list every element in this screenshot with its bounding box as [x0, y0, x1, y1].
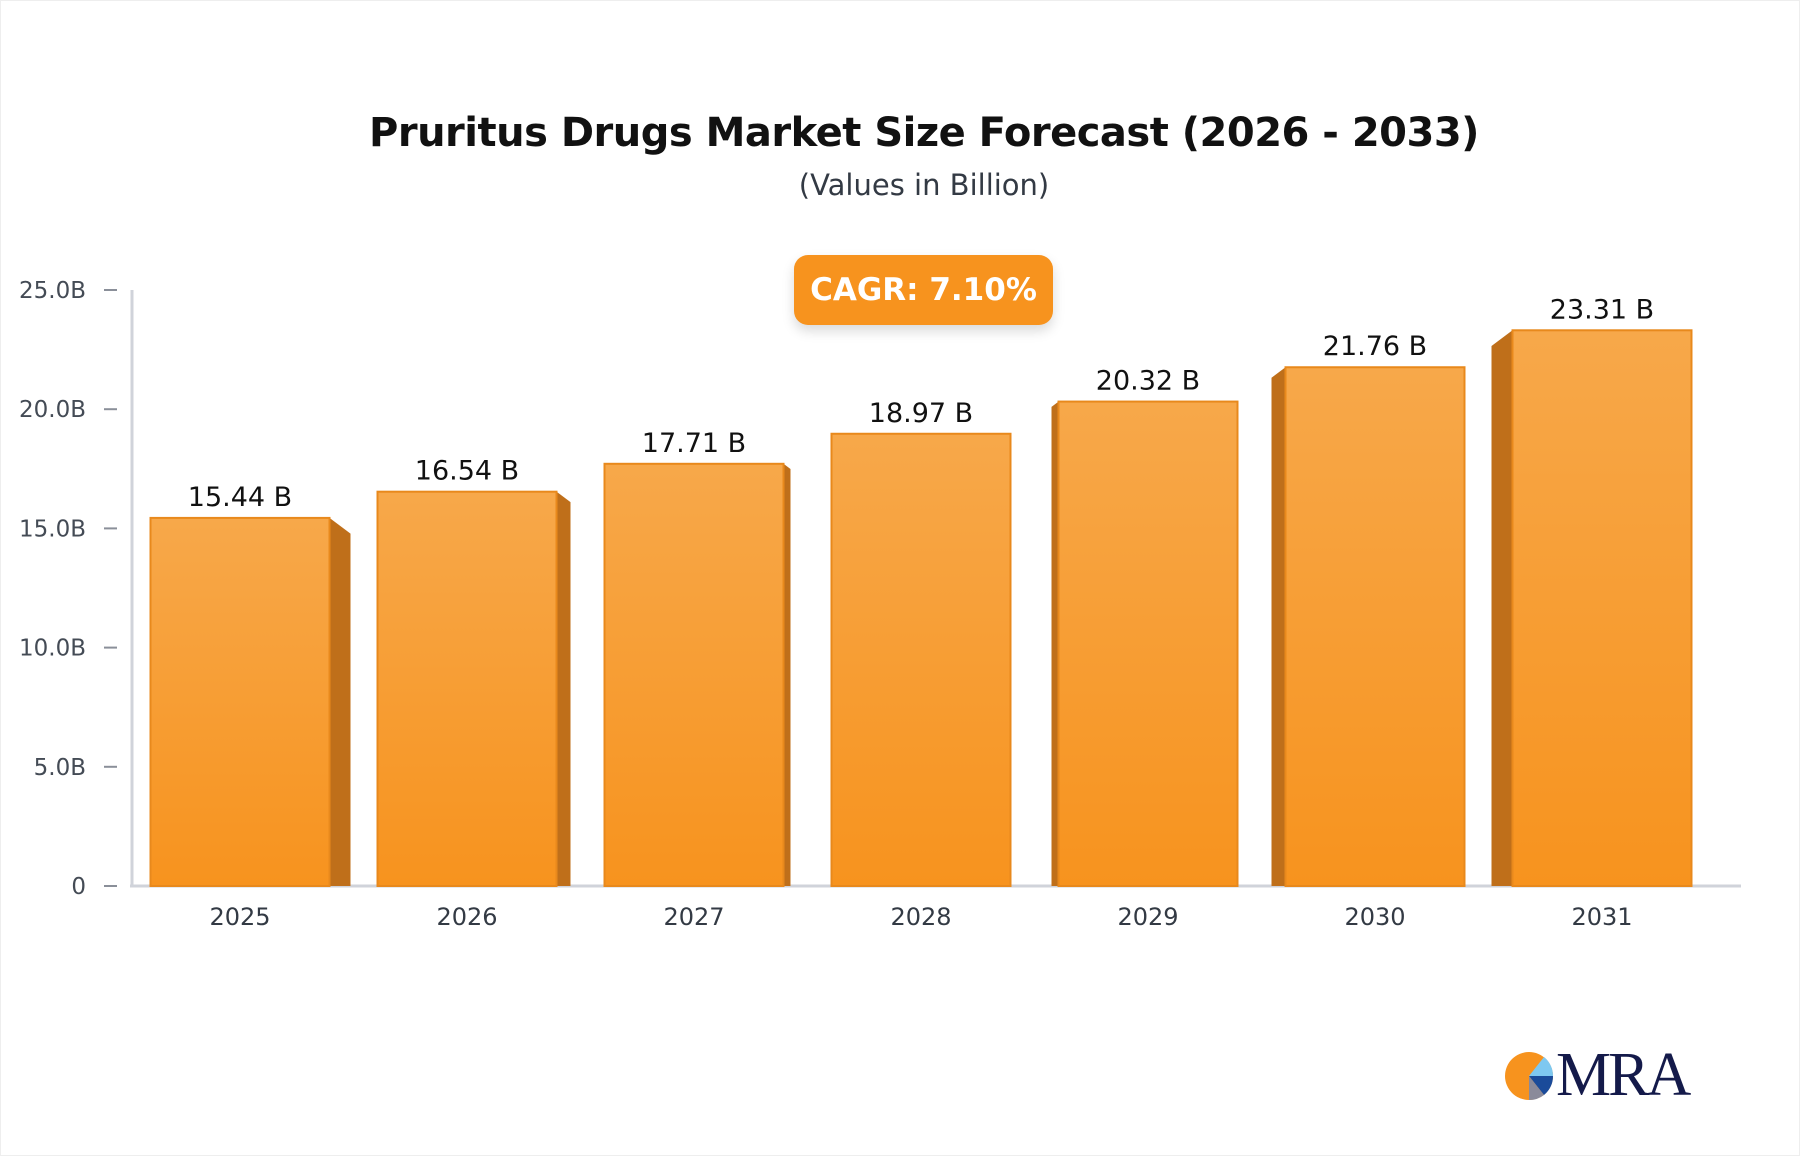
bar-side	[1491, 330, 1513, 886]
bar	[1511, 329, 1693, 887]
logo-text: MRA	[1556, 1041, 1691, 1109]
data-label: 17.71 B	[642, 428, 746, 459]
bar-side	[1271, 367, 1286, 887]
data-label: 18.97 B	[869, 398, 973, 429]
data-label: 16.54 B	[415, 456, 519, 487]
bar-side	[329, 517, 351, 886]
chart-title: Pruritus Drugs Market Size Forecast (202…	[369, 110, 1479, 156]
y-tick-label: 5.0B	[34, 755, 86, 781]
bar	[603, 462, 785, 887]
cagr-badge: CAGR: 7.10%	[794, 255, 1053, 325]
data-label: 15.44 B	[188, 482, 292, 513]
y-tick-label: 25.0B	[19, 278, 86, 304]
data-label: 20.32 B	[1096, 366, 1200, 397]
data-label: 23.31 B	[1550, 294, 1654, 325]
bar	[149, 516, 331, 887]
bar	[830, 432, 1012, 887]
y-tick-label: 0	[71, 874, 86, 900]
x-tick-label: 2026	[436, 903, 497, 931]
data-label: 21.76 B	[1323, 331, 1427, 362]
bar-side	[783, 463, 791, 886]
x-tick-label: 2031	[1571, 903, 1632, 931]
x-tick-label: 2027	[663, 903, 724, 931]
x-tick-label: 2029	[1117, 903, 1178, 931]
bar-side	[1051, 401, 1059, 886]
bar	[1284, 366, 1466, 888]
x-tick-label: 2030	[1344, 903, 1405, 931]
mra-logo: MRA	[1504, 1040, 1691, 1111]
bar	[1057, 400, 1239, 887]
pie-logo-icon	[1505, 1051, 1554, 1100]
bar	[376, 490, 558, 887]
y-tick-label: 20.0B	[19, 397, 86, 423]
y-tick-label: 15.0B	[19, 516, 86, 542]
x-tick-label: 2025	[209, 903, 270, 931]
x-tick-label: 2028	[890, 903, 951, 931]
chart-subtitle: (Values in Billion)	[798, 168, 1050, 202]
y-tick-label: 10.0B	[19, 636, 86, 662]
bar-side	[556, 491, 571, 886]
